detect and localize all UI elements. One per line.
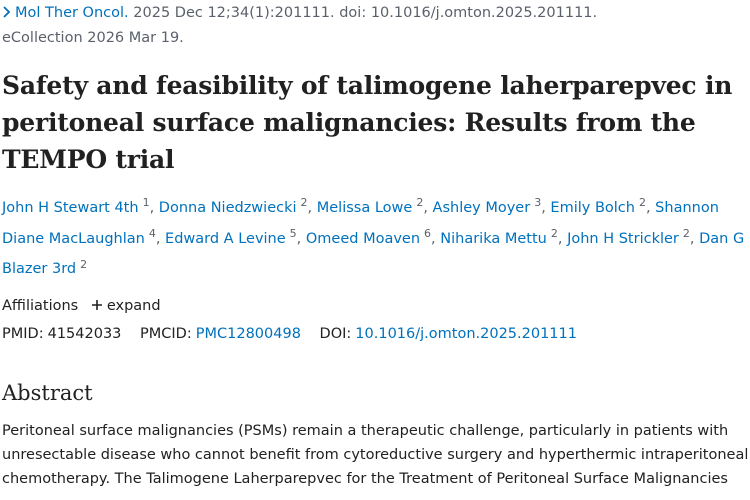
citation: Mol Ther Oncol. 2025 Dec 12;34(1):201111…: [2, 1, 748, 51]
abstract-text: Peritoneal surface malignancies (PSMs) r…: [2, 423, 748, 488]
author-name[interactable]: Melissa Lowe: [316, 199, 413, 216]
affiliation-number: 3: [534, 196, 542, 209]
affiliation-number: 2: [682, 226, 690, 240]
author: Emily Bolch 2: [550, 196, 655, 216]
author: John H Stewart 4th 1: [2, 196, 159, 216]
author: Dan G Blazer 3rd 2: [2, 231, 744, 278]
doi-label: DOI:: [319, 326, 352, 343]
author-name[interactable]: John H Strickler: [567, 230, 679, 247]
affiliation-number: 2: [80, 257, 88, 271]
plus-icon: [91, 300, 102, 311]
affiliation-number: 2: [416, 196, 424, 209]
author-name[interactable]: Emily Bolch: [550, 199, 635, 216]
author-name[interactable]: Niharika Mettu: [440, 230, 547, 247]
affiliations-label: Affiliations: [2, 298, 79, 315]
identifiers: PMID: 41542033 PMCID: PMC12800498 DOI: 10.1…: [2, 322, 748, 347]
ecollection: eCollection 2026 Mar 19.: [2, 30, 184, 46]
pmcid-link[interactable]: PMC12800498: [195, 326, 301, 343]
affiliation-number: 2: [550, 226, 558, 240]
author-name[interactable]: Edward A Levine: [165, 230, 286, 247]
author-name[interactable]: Dan G Blazer 3rd: [2, 230, 745, 278]
citation-details: 2025 Dec 12;34(1):201111. doi: 10.1016/j…: [133, 5, 598, 21]
chevron-icon: [3, 6, 11, 18]
author-name[interactable]: Donna Niedzwiecki: [158, 199, 297, 216]
article-title: Safety and feasibility of talimogene lah…: [2, 71, 733, 174]
pmid-label: PMID:: [2, 326, 44, 343]
author: Edward A Levine 5: [165, 227, 306, 247]
author-name[interactable]: Omeed Moaven: [305, 230, 421, 247]
affiliations: Affiliations expand: [2, 294, 748, 319]
doi-link[interactable]: 10.1016/j.omton.2025.201111: [355, 326, 577, 343]
affiliation-number: 2: [638, 196, 646, 209]
affiliation-number: 2: [300, 196, 308, 209]
pmid: 41542033: [47, 326, 122, 343]
author: Niharika Mettu 2: [440, 227, 567, 247]
author: Omeed Moaven 6: [305, 227, 440, 247]
author: Melissa Lowe 2: [316, 196, 433, 216]
author-name[interactable]: Shannon Diane MacLaughlan: [2, 199, 719, 247]
journal-link[interactable]: Mol Ther Oncol.: [2, 5, 129, 21]
affiliation-number: 5: [289, 226, 297, 240]
affiliation-number: 6: [424, 226, 432, 240]
author-name[interactable]: Ashley Moyer: [432, 199, 531, 216]
author: Ashley Moyer 3: [432, 196, 551, 216]
affiliation-number: 4: [148, 226, 156, 240]
author: Donna Niedzwiecki 2: [158, 196, 317, 216]
journal: Mol Ther Oncol.: [15, 5, 129, 21]
pmcid-label: PMCID:: [140, 326, 192, 343]
abstract-heading: Abstract: [2, 381, 93, 406]
expand-label: expand: [106, 298, 161, 315]
author: John H Strickler 2: [567, 227, 699, 247]
author-name[interactable]: John H Stewart 4th: [2, 199, 139, 216]
affiliation-number: 1: [142, 196, 150, 209]
expand-toggle[interactable]: expand: [91, 298, 161, 314]
